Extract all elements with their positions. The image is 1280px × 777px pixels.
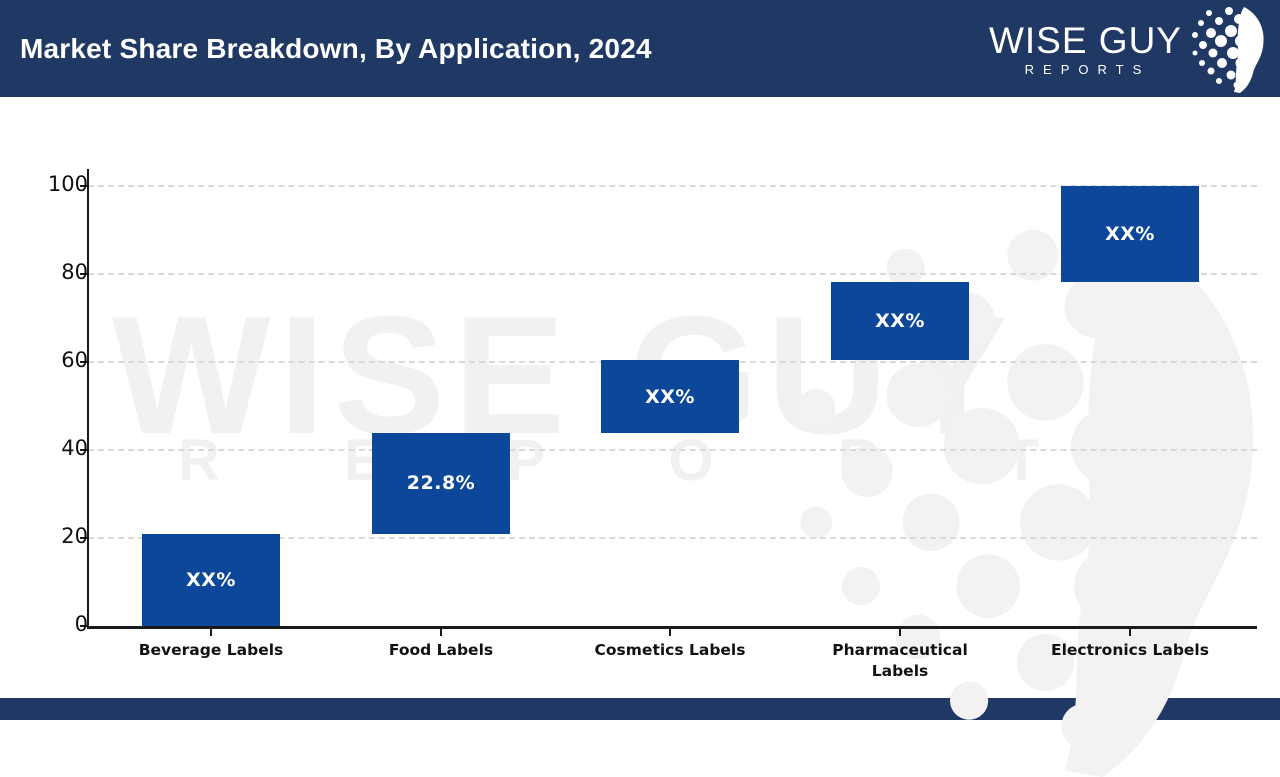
- y-axis-tick: [80, 361, 87, 363]
- page-title: Market Share Breakdown, By Application, …: [20, 32, 652, 64]
- logo-text: WISE GUY REPORTS: [989, 22, 1182, 76]
- y-tick-label: 60: [61, 348, 88, 372]
- logo-wordmark: WISE GUY: [988, 19, 1182, 61]
- bar-segment: XX%: [601, 360, 739, 434]
- bar-value-label: XX%: [645, 385, 695, 408]
- y-axis-tick: [80, 449, 87, 451]
- bar-value-label: XX%: [186, 568, 236, 591]
- gridline: [88, 185, 1257, 187]
- x-axis-tick: [210, 629, 212, 636]
- gridline: [88, 537, 1257, 539]
- bar-segment: XX%: [142, 533, 280, 626]
- x-tick-label: Cosmetics Labels: [594, 641, 746, 659]
- y-axis: [87, 169, 89, 628]
- y-tick-label: 80: [61, 260, 88, 284]
- logo-subtitle: REPORTS: [1024, 61, 1151, 77]
- header-bar: Market Share Breakdown, By Application, …: [0, 0, 1280, 97]
- watermark-text-reports: R E P O R T S: [178, 428, 1257, 493]
- x-tick-label: Beverage Labels: [138, 641, 284, 659]
- x-tick-label: Electronics Labels: [1051, 641, 1209, 659]
- bar-segment: 22.8%: [372, 433, 510, 534]
- wise-guy-logo: WISE GUY REPORTS: [989, 5, 1280, 93]
- y-axis-tick: [80, 273, 87, 275]
- chart-area: WISE GUY R E P O R T S 0 20 40 60 80 100 XX% 2…: [0, 97, 1280, 777]
- bar-value-label: XX%: [875, 310, 925, 333]
- watermark-head-icon: [797, 229, 1254, 777]
- y-tick-label: 40: [61, 436, 88, 460]
- bar-segment: XX%: [831, 281, 969, 361]
- logo-head-icon: [1192, 6, 1264, 93]
- y-tick-label: 20: [61, 524, 88, 548]
- x-axis-tick: [669, 629, 671, 636]
- bar-segment: XX%: [1061, 186, 1199, 282]
- x-axis-tick: [1129, 629, 1131, 636]
- x-tick-label: Food Labels: [388, 641, 494, 659]
- y-axis-tick: [80, 625, 87, 627]
- y-tick-label: 0: [74, 612, 88, 636]
- y-axis-tick: [80, 537, 87, 539]
- y-axis-tick: [80, 185, 87, 187]
- x-axis-tick: [899, 629, 901, 636]
- bar-value-label: XX%: [1105, 222, 1155, 245]
- x-tick-label: Pharmaceutical Labels: [832, 641, 968, 680]
- x-axis: [87, 626, 1257, 629]
- x-axis-tick: [440, 629, 442, 636]
- gridline: [88, 273, 1257, 275]
- y-tick-label: 100: [47, 172, 88, 196]
- bar-value-label: 22.8%: [406, 472, 476, 495]
- gridline: [88, 449, 1257, 451]
